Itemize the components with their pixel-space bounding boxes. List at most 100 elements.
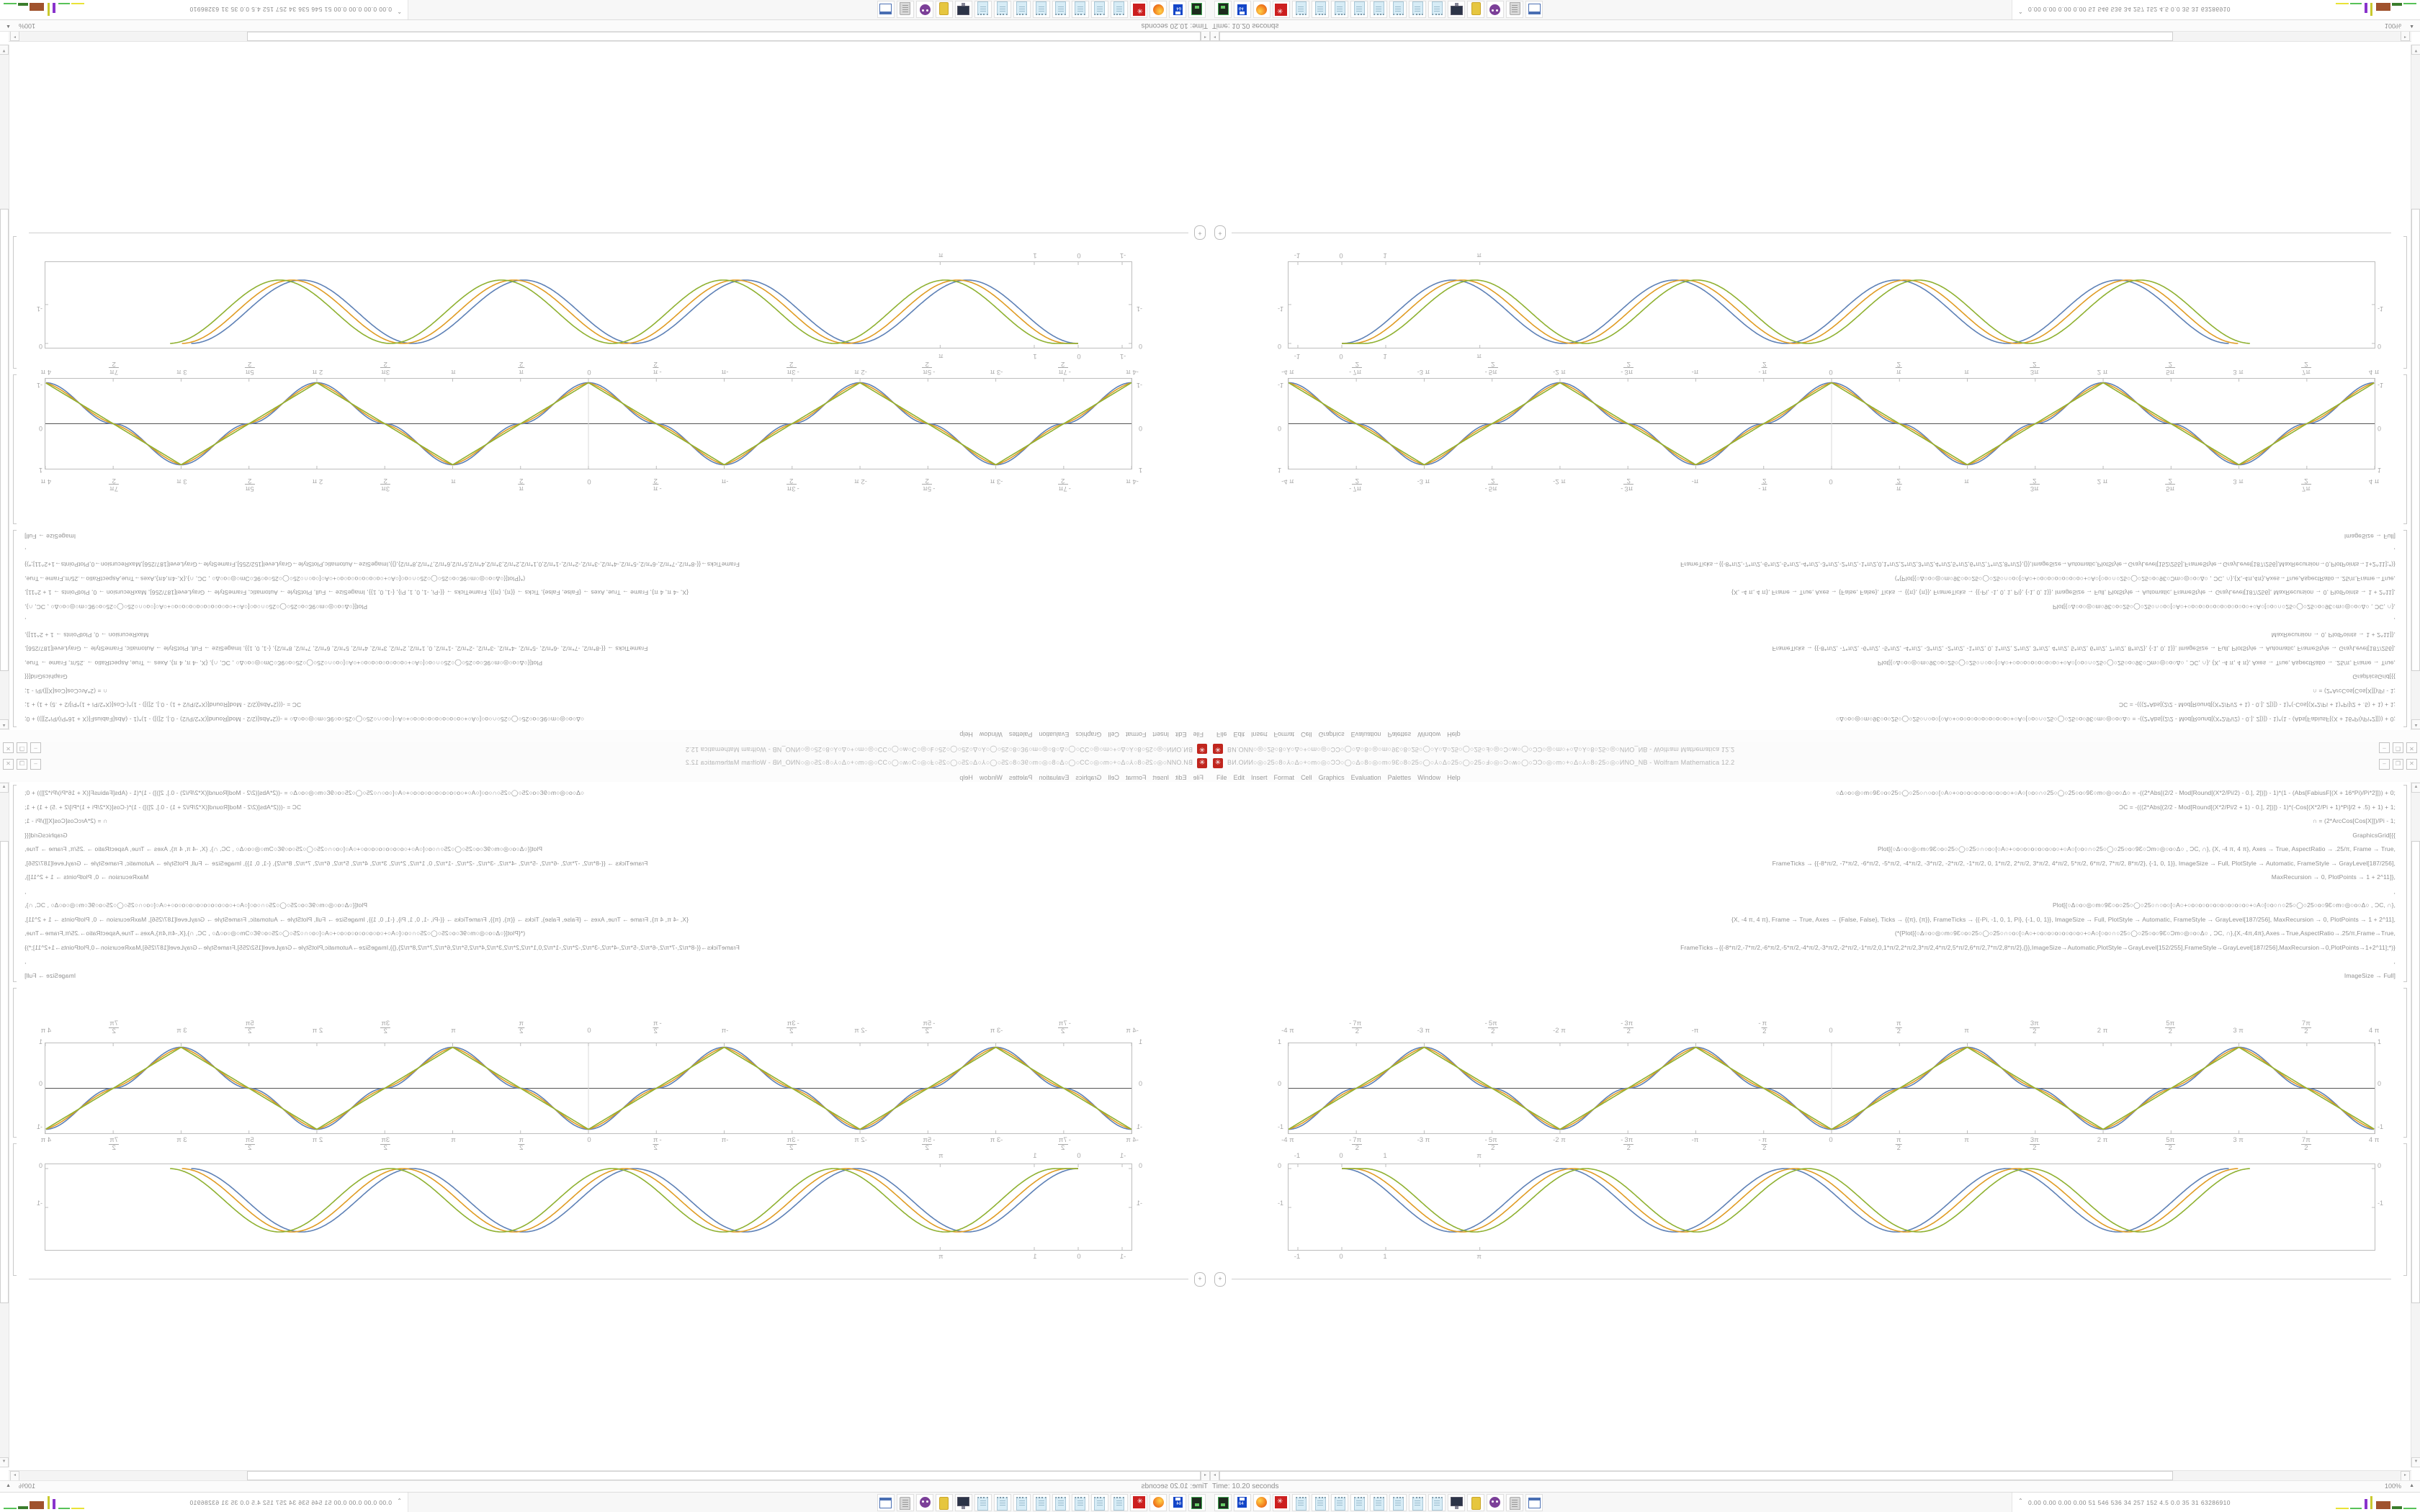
horizontal-scrollbar[interactable]: ◂ ▸ [1210,1470,2411,1481]
system-monitor[interactable]: ⌃ 0.00 0.00 0.00 0.00 51 546 536 34 257 … [2012,1493,2420,1512]
code-line[interactable]: ƆC = -(((2*Abs[(2/2 - Mod[Round[(X*2/Pi/… [2118,701,2396,709]
code-line[interactable]: ƆC = -(((2*Abs[(2/2 - Mod[Round[(X*2/Pi/… [24,803,302,811]
notepad-tray-icon[interactable] [1409,1494,1426,1511]
code-line[interactable]: ∩ = (2*ArcCos[Cos[X]])/Pi - 1; [2312,688,2396,695]
input-cell-bracket[interactable] [13,530,17,727]
window-tray-icon[interactable] [1525,1,1543,18]
folder-tray-icon[interactable] [1467,1494,1484,1511]
code-line[interactable]: Plot[{○Δ○о○◎○m○9Ɛ○о○25○◯○25○∩○о○[○A○+○о○… [24,603,368,611]
notepad-tray-icon[interactable] [1389,1,1407,18]
notebook-area[interactable]: ○Δ○о○◎○m○9Ɛ○о○25○◯○25○∩○о○[○A○+○о○о○о○о○… [0,42,1210,730]
code-line[interactable]: Plot[{○Δ○о○◎○m○9Ɛ○о○25○◯○25○∩○о○[○A○+○о○… [1877,845,2396,852]
code-line[interactable]: FrameTicks→{{-8*π/2,-7*π/2,-6*π/2,-5*π/2… [24,561,740,569]
menu-palettes[interactable]: Palettes [1008,774,1033,781]
notepad-tray-icon[interactable] [994,1494,1011,1511]
code-cell[interactable]: ○Δ○о○◎○m○9Ɛ○о○25○◯○25○∩○о○[○A○+○о○о○о○о○… [1680,786,2396,983]
notepad-tray-icon[interactable] [1350,1494,1368,1511]
vertical-scrollbar[interactable]: ▲ ▼ [0,45,9,730]
magnification-arrow-icon[interactable]: ▲ [6,24,11,29]
notepad-tray-icon[interactable] [1312,1494,1329,1511]
plot-dip-waves[interactable]: -1 0 1 π -1 0 1 π 0 0 -1 -1 [37,235,1142,361]
scroll-left-icon[interactable]: ◂ [1201,31,1210,41]
horizontal-scroll-thumb[interactable] [247,1471,1201,1480]
code-line[interactable]: , [2393,958,2396,965]
code-line[interactable]: ImageSize → Full] [24,971,76,979]
purple-tray-icon[interactable] [916,1494,933,1511]
scroll-up-icon[interactable]: ▲ [2411,783,2420,793]
input-cell-bracket[interactable] [13,785,17,982]
purple-tray-icon[interactable] [1487,1,1504,18]
menu-cell[interactable]: Cell [1108,731,1119,738]
scroll-down-icon[interactable]: ▼ [0,45,9,55]
menu-file[interactable]: File [1193,731,1204,738]
notepad-tray-icon[interactable] [974,1,992,18]
purple-tray-icon[interactable] [916,1,933,18]
code-cell[interactable]: ○Δ○о○◎○m○9Ɛ○о○25○◯○25○∩○о○[○A○+○о○о○о○о○… [24,786,740,983]
menu-insert[interactable]: Insert [1251,731,1268,738]
menu-graphics[interactable]: Graphics [1318,774,1345,781]
output-cell-bracket-plot3[interactable] [13,236,17,369]
notepad-tray-icon[interactable] [1111,1,1128,18]
code-line[interactable]: , [24,547,27,554]
cell-insert-plus-icon[interactable]: + [1214,225,1226,240]
code-line[interactable]: , [2393,617,2396,625]
output-cell-bracket-plot2[interactable] [13,374,17,524]
notepad-tray-icon[interactable] [1350,1,1368,18]
code-line[interactable]: FrameTicks → {{-8*π/2, -7*π/2, -6*π/2, -… [1772,859,2396,867]
code-line[interactable]: MaxRecursion → 0, PlotPoints → 1 + 2^11]… [24,873,149,881]
plot-triangle-waves[interactable]: -4 π -7π 2 -3 π -5π 2 -2 π -3π 2 -π - π 2 0 π 2 π 3π 2 2 π 5… [1278,353,2383,518]
horizontal-scrollbar[interactable]: ◂ ▸ [9,1470,1210,1481]
code-line[interactable]: ○Δ○о○◎○m○9Ɛ○о○25○◯○25○∩○о○[○A○+○о○о○о○о○… [24,716,585,723]
menu-window[interactable]: Window [1417,774,1441,781]
restore-button[interactable]: ❐ [2393,742,2403,753]
input-cell-bracket[interactable] [2403,530,2407,727]
menu-graphics[interactable]: Graphics [1318,731,1345,738]
output-cell-bracket-plot3[interactable] [2403,236,2407,369]
code-line[interactable]: , [24,958,27,965]
folder-tray-icon[interactable] [1467,1,1484,18]
menu-graphics[interactable]: Graphics [1075,731,1102,738]
cell-insert-plus-icon[interactable]: + [1214,1272,1226,1287]
menu-cell[interactable]: Cell [1108,774,1119,781]
scroll-tray-icon[interactable] [897,1,914,18]
menu-format[interactable]: Format [1125,731,1147,738]
plot-triangle-waves[interactable]: -4 π -7π 2 -3 π -5π 2 -2 π -3π 2 -π - π 2 0 π 2 π 3π 2 2 π 5… [37,353,1142,518]
floppy-dark-tray-icon[interactable] [1188,1494,1206,1511]
menu-help[interactable]: Help [959,774,973,781]
notepad-tray-icon[interactable] [1428,1494,1446,1511]
horizontal-scroll-thumb[interactable] [1219,1471,2173,1480]
close-button[interactable]: ✕ [2406,759,2417,770]
plot-dip-waves[interactable]: -1 0 1 π -1 0 1 π 0 0 -1 -1 [1278,235,2383,361]
window-titlebar[interactable]: ✳ ВИ.ОИИ○◎○25○8○⅄○Δ○+○m○◎○ƆƆ○◯○Δ○8○◎○m○9… [1210,741,2420,756]
vertical-scrollbar[interactable]: ▲ ▼ [0,782,9,1467]
code-line[interactable]: ∩ = (2*ArcCos[Cos[X]])/Pi - 1; [2312,817,2396,824]
code-line[interactable]: (*{Plot[{○Δ○о○◎○m○9Ɛ○о○25○◯○25○∩○о○[○A○+… [1894,930,2396,937]
notepad-tray-icon[interactable] [1111,1494,1128,1511]
notepad-tray-icon[interactable] [1091,1,1108,18]
magnification-arrow-icon[interactable]: ▲ [2409,24,2414,29]
code-line[interactable]: ∩ = (2*ArcCos[Cos[X]])/Pi - 1; [24,688,108,695]
minimize-button[interactable]: – [2379,759,2390,770]
notepad-tray-icon[interactable] [1052,1494,1070,1511]
menu-file[interactable]: File [1216,731,1227,738]
horizontal-scroll-thumb[interactable] [247,32,1201,41]
menu-evaluation[interactable]: Evaluation [1350,774,1381,781]
menu-evaluation[interactable]: Evaluation [1350,731,1381,738]
code-line[interactable]: MaxRecursion → 0, PlotPoints → 1 + 2^11]… [2271,873,2396,881]
plot-triangle-waves[interactable]: -4 π -7π 2 -3 π -5π 2 -2 π -3π 2 -π - π 2 0 π 2 π 3π 2 2 π 5… [37,994,1142,1159]
code-line[interactable]: MaxRecursion → 0, PlotPoints → 1 + 2^11]… [24,631,149,639]
code-line[interactable]: ○Δ○о○◎○m○9Ɛ○о○25○◯○25○∩○о○[○A○+○о○о○о○о○… [24,789,585,796]
floppy-64-tray-icon[interactable] [1234,1494,1251,1511]
vertical-scroll-thumb[interactable] [2411,841,2420,1303]
window-tray-icon[interactable] [877,1494,895,1511]
restore-button[interactable]: ❐ [17,759,27,770]
scroll-right-icon[interactable]: ▸ [2401,31,2410,41]
monitor-tray-icon[interactable] [1448,1494,1465,1511]
horizontal-scrollbar[interactable]: ◂ ▸ [9,31,1210,42]
code-line[interactable]: GraphicsGrid[{{ [24,831,68,839]
code-line[interactable]: , [24,617,27,625]
vertical-scroll-thumb[interactable] [2411,209,2420,671]
floppy-dark-tray-icon[interactable] [1214,1,1232,18]
scroll-tray-icon[interactable] [1506,1,1523,18]
code-line[interactable]: MaxRecursion → 0, PlotPoints → 1 + 2^11]… [2271,631,2396,639]
